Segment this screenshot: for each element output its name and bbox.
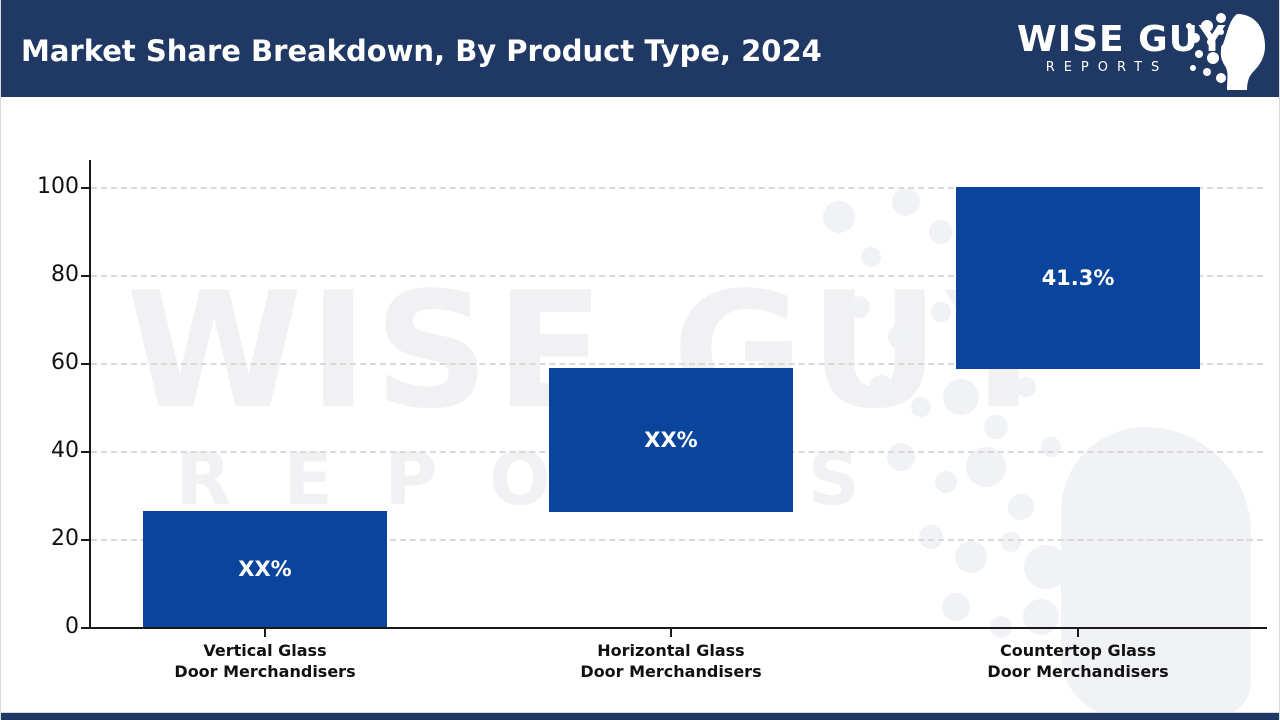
logo-wordmark: WISE GUY bbox=[1017, 19, 1227, 60]
plot-area: WISE GUY REPORTS 0 20 40 60 80 100 XX% XX% 41.3… bbox=[1, 97, 1279, 717]
watermark-head-silhouette bbox=[1061, 427, 1251, 717]
category-label-1: Vertical Glass Door Merchandisers bbox=[95, 640, 435, 682]
gridline-80 bbox=[91, 275, 1263, 277]
category-label-line: Horizontal Glass bbox=[597, 641, 745, 660]
watermark-dot bbox=[935, 471, 957, 493]
category-label-2: Horizontal Glass Door Merchandisers bbox=[501, 640, 841, 682]
watermark-dot bbox=[823, 201, 855, 233]
watermark-dot bbox=[1008, 494, 1034, 520]
y-tick-label-20: 20 bbox=[51, 526, 79, 551]
logo-text: WISE GUY REPORTS bbox=[1017, 19, 1227, 76]
y-tick-label-80: 80 bbox=[51, 262, 79, 287]
y-tick-mark-100 bbox=[81, 187, 89, 189]
watermark-dot bbox=[1041, 437, 1061, 457]
category-label-line: Countertop Glass bbox=[999, 641, 1157, 660]
watermark-dot bbox=[887, 443, 915, 471]
watermark-dot bbox=[919, 525, 943, 549]
y-tick-mark-80 bbox=[81, 275, 89, 277]
bar-value-label-3: 41.3% bbox=[1041, 265, 1115, 290]
gridline-60 bbox=[91, 363, 1263, 365]
watermark-dot bbox=[1016, 377, 1036, 397]
watermark-dot bbox=[943, 379, 979, 415]
y-tick-label-40: 40 bbox=[51, 438, 79, 463]
wise-guy-reports-logo: WISE GUY REPORTS bbox=[1017, 8, 1267, 90]
bar-segment-1: XX% bbox=[143, 510, 387, 627]
x-axis-line bbox=[89, 627, 1267, 629]
watermark-dot bbox=[1024, 545, 1068, 589]
y-tick-mark-0 bbox=[81, 627, 89, 629]
watermark-dot bbox=[966, 447, 1006, 487]
y-tick-mark-60 bbox=[81, 363, 89, 365]
watermark-dot bbox=[931, 302, 951, 322]
bar-value-label-2: XX% bbox=[644, 427, 698, 452]
gridline-20 bbox=[91, 539, 1263, 541]
logo-sub-text: REPORTS bbox=[1045, 60, 1169, 75]
x-tick-mark-3 bbox=[1077, 629, 1079, 637]
watermark-dot bbox=[892, 188, 920, 216]
category-label-line: Door Merchandisers bbox=[987, 662, 1169, 681]
x-tick-mark-2 bbox=[670, 629, 672, 637]
x-tick-mark-1 bbox=[264, 629, 266, 637]
watermark-reports: REPORTS bbox=[176, 437, 912, 521]
y-tick-label-0: 0 bbox=[65, 614, 79, 639]
watermark-dot bbox=[911, 397, 931, 417]
watermark-dot bbox=[869, 375, 893, 399]
watermark-dot bbox=[929, 220, 953, 244]
category-label-line: Door Merchandisers bbox=[580, 662, 762, 681]
bar-segment-2: XX% bbox=[549, 367, 793, 513]
watermark-dot bbox=[942, 593, 970, 621]
logo-face-icon bbox=[1186, 13, 1265, 90]
watermark-dot bbox=[888, 324, 914, 350]
y-tick-label-100: 100 bbox=[37, 174, 79, 199]
watermark-dot bbox=[984, 415, 1008, 439]
category-label-line: Vertical Glass bbox=[203, 641, 327, 660]
watermark-dot bbox=[861, 247, 881, 267]
bar-value-label-1: XX% bbox=[238, 556, 292, 581]
category-label-line: Door Merchandisers bbox=[174, 662, 356, 681]
footer-hairline bbox=[1, 712, 1279, 713]
category-label-3: Countertop Glass Door Merchandisers bbox=[908, 640, 1248, 682]
footer-bar bbox=[1, 713, 1279, 720]
watermark-dot bbox=[1023, 599, 1059, 635]
watermark-dot bbox=[955, 541, 987, 573]
y-tick-label-60: 60 bbox=[51, 350, 79, 375]
bar-segment-3: 41.3% bbox=[956, 187, 1200, 369]
watermark-dot bbox=[1001, 532, 1021, 552]
y-axis-line bbox=[89, 160, 91, 629]
page-title: Market Share Breakdown, By Product Type,… bbox=[21, 34, 822, 68]
gridline-100 bbox=[91, 187, 1263, 189]
y-tick-mark-20 bbox=[81, 539, 89, 541]
header-bar: Market Share Breakdown, By Product Type,… bbox=[1, 0, 1279, 97]
watermark-dot bbox=[848, 296, 870, 318]
y-tick-mark-40 bbox=[81, 451, 89, 453]
